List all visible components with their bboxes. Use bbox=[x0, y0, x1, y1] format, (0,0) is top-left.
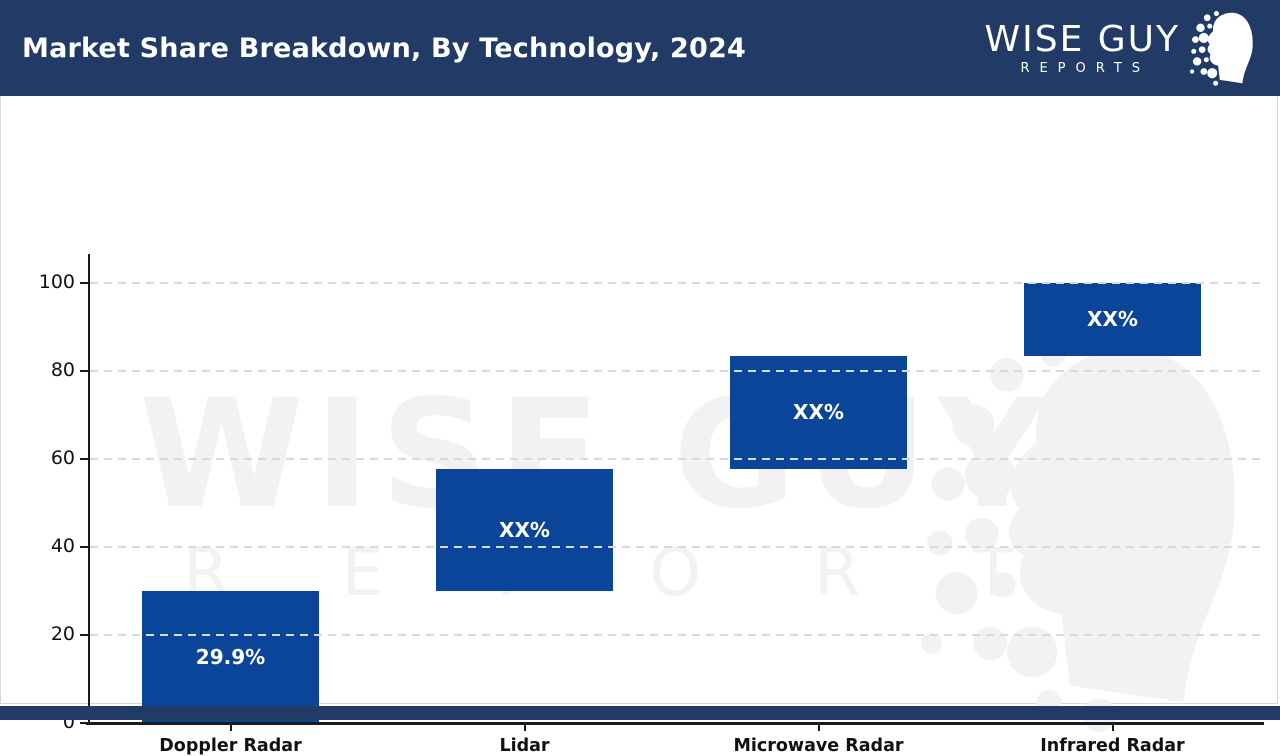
y-tick-mark bbox=[80, 281, 88, 284]
chart-card: WISE GUY R E P O R T S 0 20 40 60 80 100 29.9%… bbox=[0, 96, 1278, 756]
bar-lidar: XX% bbox=[436, 469, 613, 592]
x-category-label: Lidar bbox=[499, 736, 550, 756]
gridline bbox=[90, 281, 1263, 284]
x-tick-mark bbox=[229, 725, 232, 731]
y-tick-label: 80 bbox=[50, 358, 75, 381]
gridline bbox=[90, 457, 1263, 460]
y-tick-label: 20 bbox=[50, 622, 75, 645]
bar-microwave-radar: XX% bbox=[730, 355, 907, 470]
x-category-label: Microwave Radar bbox=[733, 736, 904, 756]
bar-value-label: XX% bbox=[499, 518, 550, 543]
page-title: Market Share Breakdown, By Technology, 2… bbox=[22, 32, 747, 64]
x-tick-mark bbox=[1111, 725, 1114, 731]
watermark-dotted-head-icon bbox=[920, 341, 1235, 732]
gridline bbox=[90, 633, 1263, 636]
x-tick-mark bbox=[523, 725, 526, 731]
y-tick-label: 40 bbox=[50, 534, 75, 557]
x-category-label: Doppler Radar bbox=[159, 736, 302, 756]
y-tick-mark bbox=[80, 722, 88, 724]
brand-wordmark: WISE GUY REPORTS bbox=[984, 18, 1181, 76]
x-axis-line bbox=[86, 722, 1264, 725]
x-tick-mark bbox=[817, 725, 820, 731]
brand-dotted-head-icon bbox=[1189, 11, 1253, 86]
y-axis-line bbox=[88, 254, 90, 724]
y-tick-mark bbox=[80, 457, 88, 460]
y-tick-mark bbox=[80, 545, 88, 548]
footer-bar bbox=[0, 706, 1280, 720]
bar-value-label: XX% bbox=[1087, 307, 1138, 332]
brand-logo: WISE GUY REPORTS bbox=[985, 6, 1267, 90]
y-tick-mark bbox=[80, 633, 88, 636]
brand-name: WISE GUY bbox=[984, 18, 1180, 60]
bar-value-label: XX% bbox=[793, 400, 844, 425]
bar-value-label: 29.9% bbox=[195, 645, 266, 670]
y-tick-mark bbox=[80, 369, 88, 372]
x-category-label: Infrared Radar bbox=[1040, 736, 1185, 756]
y-tick-label: 60 bbox=[50, 446, 75, 469]
gridline bbox=[90, 369, 1263, 372]
title-banner: Market Share Breakdown, By Technology, 2… bbox=[0, 0, 1280, 96]
brand-subtitle: REPORTS bbox=[1020, 60, 1151, 76]
gridline bbox=[90, 545, 1263, 548]
bar-doppler-radar: 29.9% bbox=[142, 591, 319, 723]
bar-infrared-radar: XX% bbox=[1024, 282, 1201, 356]
y-tick-label: 100 bbox=[38, 270, 75, 293]
